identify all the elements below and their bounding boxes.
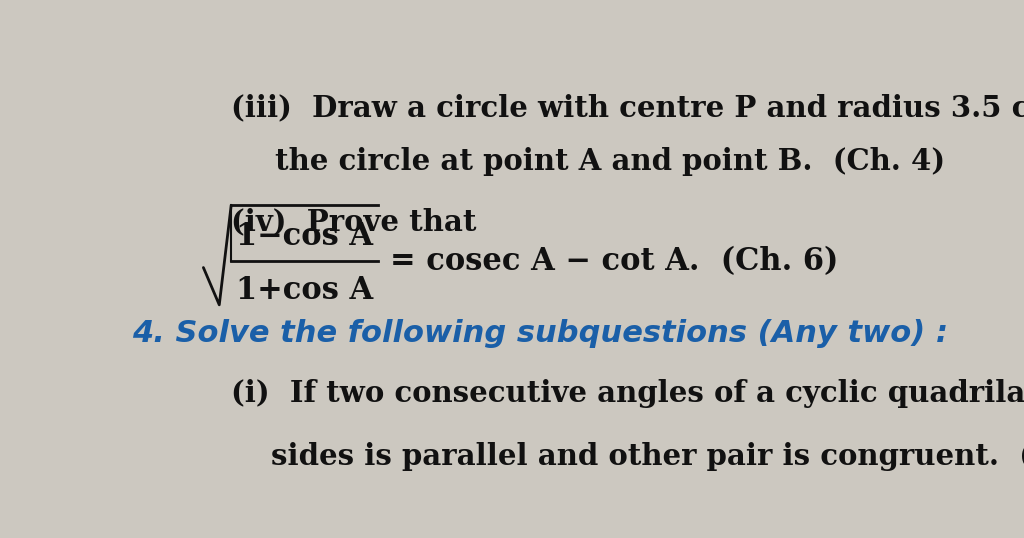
Text: 1−cos A: 1−cos A (237, 221, 373, 252)
Text: = cosec A − cot A.  (Ch. 6): = cosec A − cot A. (Ch. 6) (390, 246, 839, 277)
Text: (iv)  Prove that: (iv) Prove that (231, 208, 476, 237)
Text: the circle at point A and point B.  (Ch. 4): the circle at point A and point B. (Ch. … (274, 147, 945, 176)
Text: 1+cos A: 1+cos A (236, 275, 373, 306)
Text: 4. Solve the following subquestions (Any two) :: 4. Solve the following subquestions (Any… (132, 320, 948, 348)
Text: sides is parallel and other pair is congruent.  (Ch: sides is parallel and other pair is cong… (270, 442, 1024, 471)
Text: (i)  If two consecutive angles of a cyclic quadrilatera: (i) If two consecutive angles of a cycli… (231, 379, 1024, 408)
Text: (iii)  Draw a circle with centre P and radius 3.5 cm: (iii) Draw a circle with centre P and ra… (231, 94, 1024, 123)
